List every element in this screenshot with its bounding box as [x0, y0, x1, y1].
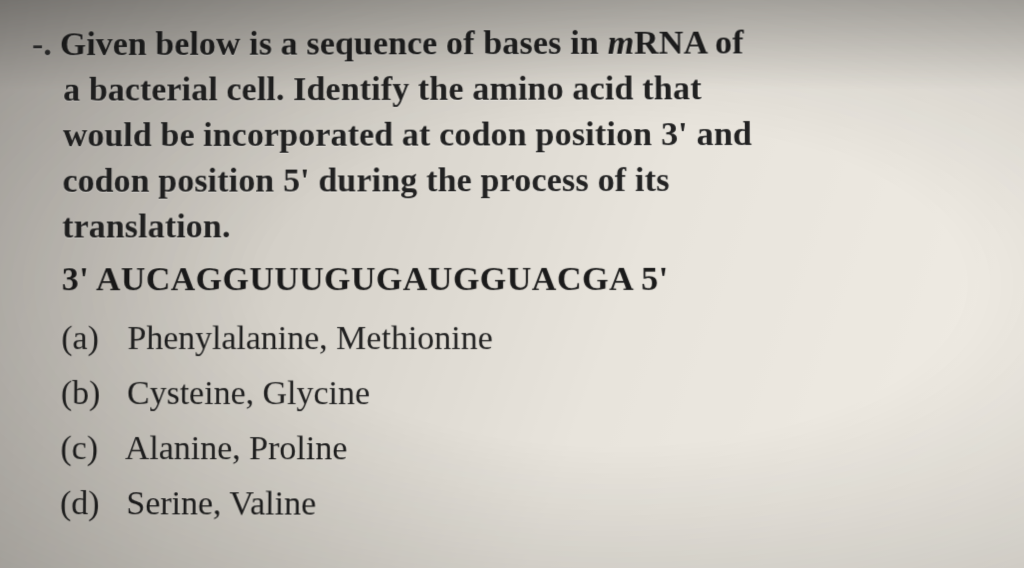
- option-c: (c) Alanine, Proline: [60, 423, 987, 477]
- mrna-sequence: 3' AUCAGGUUUGUGAUGGUACGA 5': [62, 261, 986, 300]
- option-d: (d) Serine, Valine: [60, 478, 988, 532]
- option-b: (b) Cysteine, Glycine: [61, 368, 987, 421]
- q-line5: translation.: [62, 208, 231, 245]
- page-container: -.Given below is a sequence of bases in …: [0, 0, 1024, 554]
- q-line2: a bacterial cell. Identify the amino aci…: [63, 70, 701, 108]
- option-d-label: (d): [60, 478, 118, 531]
- option-c-text: Alanine, Proline: [125, 430, 348, 467]
- q-line4: codon position 5' during the process of …: [62, 162, 669, 200]
- option-d-text: Serine, Valine: [126, 485, 316, 522]
- option-a-label: (a): [61, 314, 119, 367]
- q-line1-pre: Given below is a sequence of bases in: [60, 25, 608, 63]
- option-c-label: (c): [60, 423, 118, 476]
- option-a: (a) Phenylalanine, Methionine: [61, 313, 986, 366]
- q-line1-italic: m: [608, 25, 635, 62]
- option-b-text: Cysteine, Glycine: [127, 375, 370, 412]
- option-b-label: (b): [61, 368, 119, 421]
- option-a-text: Phenylalanine, Methionine: [127, 320, 493, 357]
- question-stem: -.Given below is a sequence of bases in …: [62, 20, 986, 250]
- options-list: (a) Phenylalanine, Methionine (b) Cystei…: [60, 313, 988, 532]
- q-line1-post: RNA of: [634, 25, 744, 62]
- q-line3: would be incorporated at codon position …: [63, 116, 752, 154]
- question-bullet: -.: [32, 23, 52, 68]
